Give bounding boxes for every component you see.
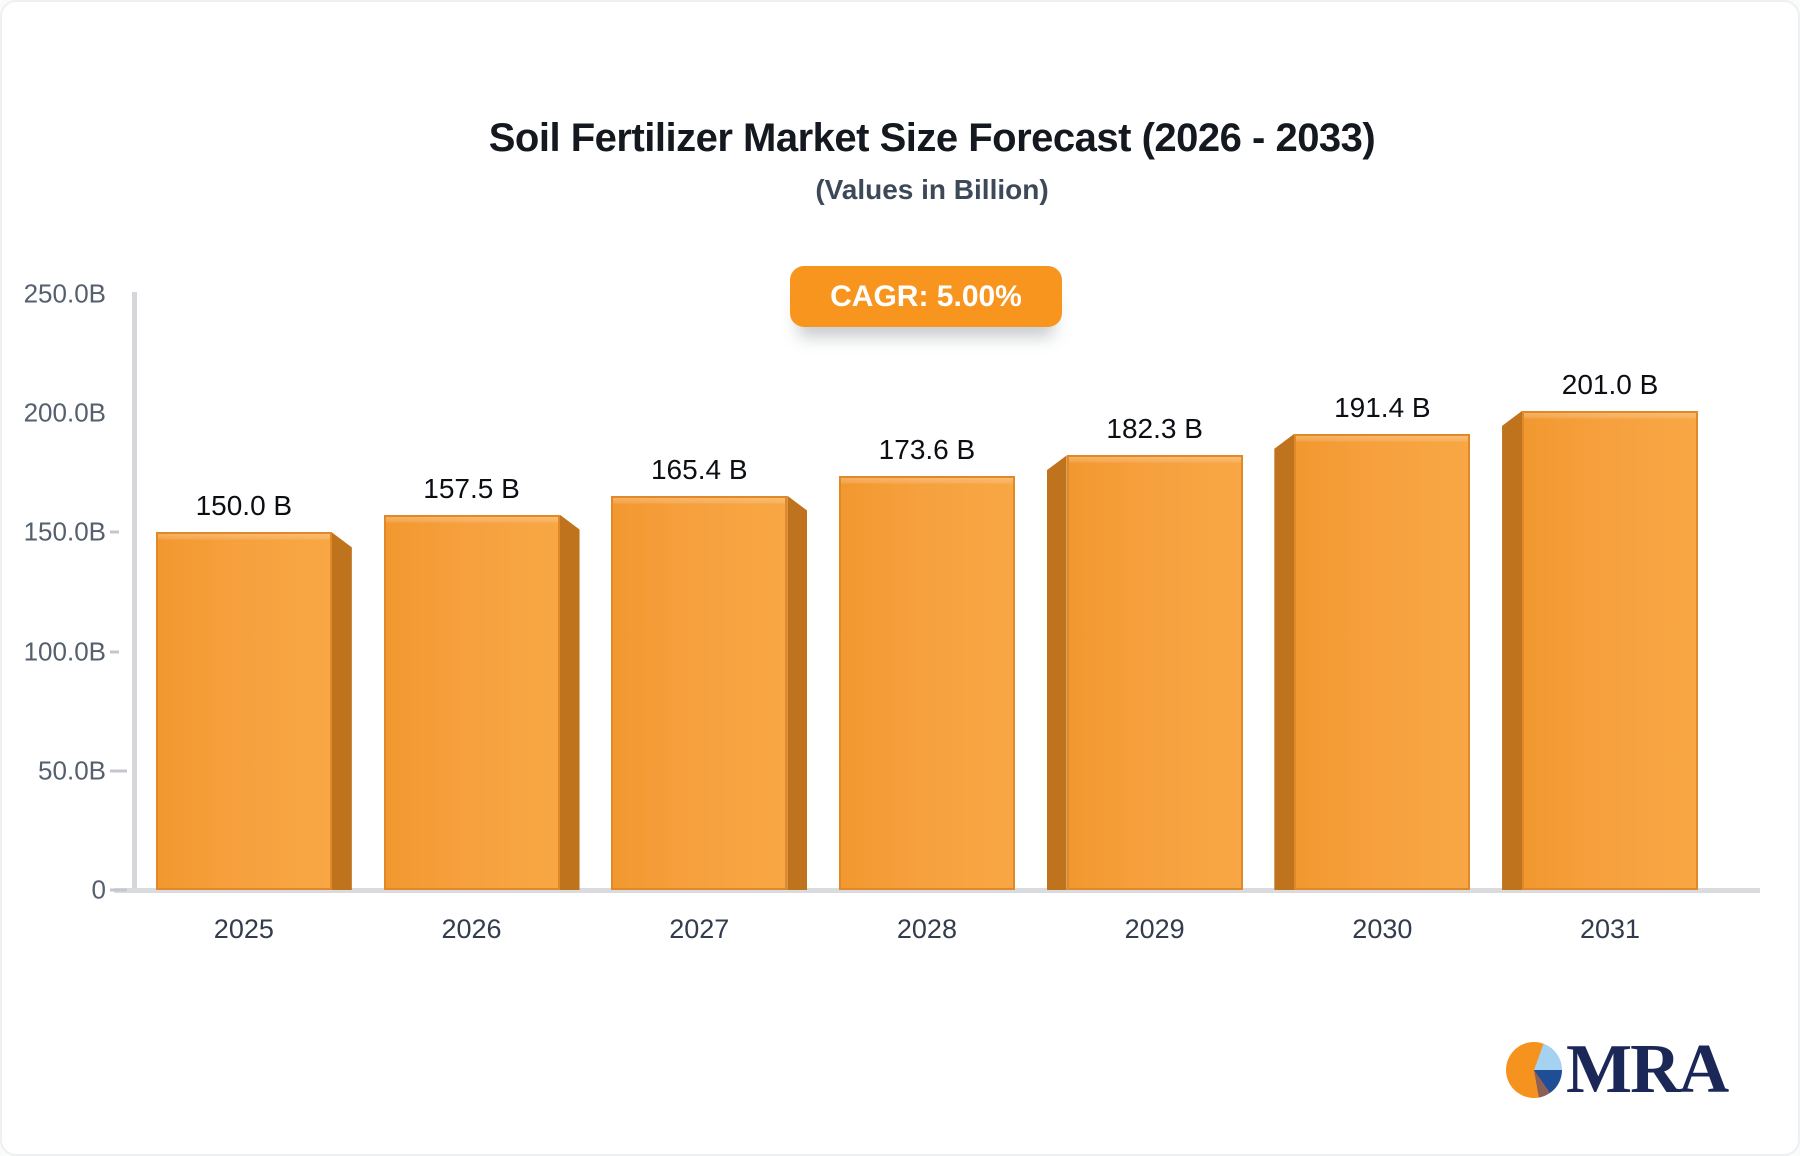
y-axis-label: 50.0B	[38, 755, 106, 786]
y-axis-tick-mark	[110, 530, 119, 534]
bar-2027[interactable]	[611, 495, 788, 890]
y-axis-tick-mark	[110, 769, 127, 773]
y-axis-label: 0	[91, 874, 106, 905]
bar-value-label: 157.5 B	[423, 472, 520, 504]
bar-2030[interactable]	[1294, 433, 1471, 890]
x-axis-label: 2027	[669, 914, 730, 944]
bar-2026[interactable]	[383, 514, 560, 890]
bar-value-label: 150.0 B	[195, 490, 293, 522]
x-axis-label: 2030	[1352, 914, 1413, 944]
x-axis-label: 2026	[441, 914, 502, 944]
y-axis-label: 200.0B	[23, 397, 106, 428]
bar-side-face	[1502, 410, 1523, 890]
bar-2025[interactable]	[155, 532, 332, 890]
bar-value-label: 182.3 B	[1106, 413, 1203, 445]
x-axis-baseline	[114, 888, 1760, 893]
bar-side-face	[331, 532, 352, 890]
bar-side-face	[1274, 433, 1295, 890]
chart-title: Soil Fertilizer Market Size Forecast (20…	[488, 116, 1376, 160]
y-axis-tick-mark	[110, 888, 127, 892]
x-axis-label: 2025	[213, 914, 274, 944]
cagr-badge-label: CAGR: 5.00%	[830, 279, 1022, 313]
chart-subtitle: (Values in Billion)	[815, 174, 1049, 205]
bar-value-label: 173.6 B	[878, 434, 976, 466]
bar-2028[interactable]	[838, 476, 1015, 890]
y-axis-tick-mark	[110, 650, 119, 654]
y-axis-label: 150.0B	[23, 516, 106, 547]
y-axis-label: 100.0B	[23, 636, 106, 667]
bar-2029[interactable]	[1066, 455, 1243, 890]
bar-value-label: 165.4 B	[650, 453, 748, 485]
x-axis-label: 2028	[896, 914, 957, 944]
bar-value-label: 201.0 B	[1561, 368, 1659, 400]
x-axis-label: 2029	[1124, 914, 1185, 944]
brand-logo: MRA	[1506, 1031, 1729, 1108]
logo-text: MRA	[1566, 1031, 1729, 1108]
x-axis-label: 2031	[1580, 914, 1641, 944]
bar-value-label: 191.4 B	[1334, 391, 1431, 423]
bar-side-face	[787, 495, 808, 890]
y-axis-label: 250.0B	[23, 278, 106, 309]
bar-side-face	[1046, 455, 1067, 890]
cagr-badge: CAGR: 5.00%	[790, 266, 1062, 327]
bar-2031[interactable]	[1522, 410, 1699, 890]
y-axis-line	[132, 292, 137, 890]
bar-side-face	[559, 514, 580, 890]
logo-pie-icon	[1506, 1042, 1562, 1098]
